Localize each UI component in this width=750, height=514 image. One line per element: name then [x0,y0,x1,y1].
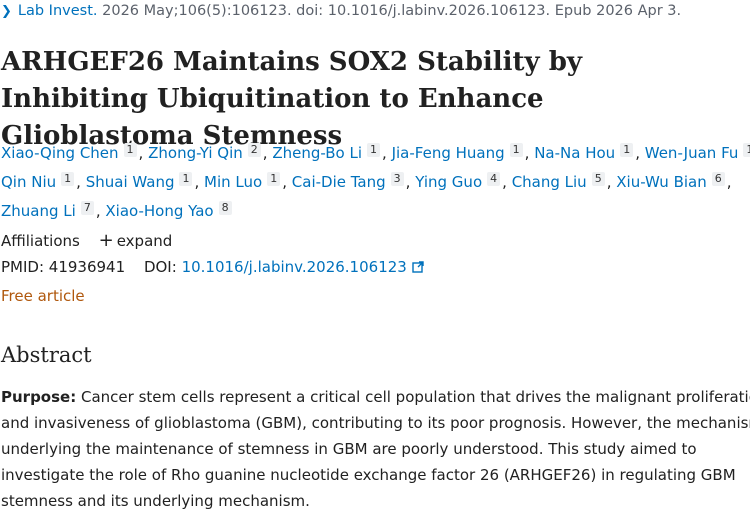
author-name[interactable]: Zheng-Bo Li [272,144,363,162]
expand-text[interactable]: expand [116,232,173,250]
affiliation-number[interactable]: 1 [61,172,75,186]
separator: , [606,173,612,191]
journal-link[interactable]: Lab Invest. [17,3,98,19]
author: Xiu-Wu Bian 6, [616,172,732,191]
author: Cai-Die Tang 3, [291,172,411,191]
affiliations: Affiliations + expand [1,230,172,251]
article-title: ARHGEF26 Maintains SOX2 Stability by Inh… [1,47,582,151]
author: Xiao-Hong Yao 8 [105,201,233,220]
author-name[interactable]: Chang Liu [511,173,587,191]
author: Zheng-Bo Li 1, [272,143,387,162]
doi-label: DOI: [143,258,177,276]
separator: , [194,173,200,191]
affiliation-number[interactable]: 8 [218,201,232,215]
author-name[interactable]: Wen-Juan Fu [644,144,739,162]
doi-link[interactable]: 10.1016/j.labinv.2026.106123 [181,258,407,276]
author-name[interactable]: Jia-Feng Huang [391,144,505,162]
author: Shuai Wang 1, [85,172,200,191]
abstract-text: Purpose: Cancer stem cells represent a c… [1,384,750,514]
separator: , [138,144,144,162]
author-name[interactable]: Qin Niu [1,173,57,191]
author: Chang Liu 5, [511,172,612,191]
author: Min Luo 1, [204,172,287,191]
identifiers: PMID: 41936941 DOI: 10.1016/j.labinv.202… [1,258,424,276]
affiliation-number[interactable]: 1 [267,172,281,186]
author: Zhuang Li 7, [1,201,101,220]
author: Qin Niu 1, [1,172,81,191]
separator: , [524,144,530,162]
author-name[interactable]: Na-Na Hou [534,144,616,162]
separator: , [76,173,81,191]
affiliation-number[interactable]: 4 [487,172,501,186]
purpose-label: Purpose: [1,388,77,406]
citation-details: 2026 May;106(5):106123. doi: 10.1016/j.l… [102,3,682,19]
author-list: Xiao-Qing Chen 1, Zhong-Yi Qin 2, Zheng-Bo… [1,139,750,226]
author-name[interactable]: Ying Guo [415,173,483,191]
citation: ❯ Lab Invest. 2026 May;106(5):106123. doi… [1,3,681,19]
affiliations-label: Affiliations [1,232,80,250]
author-name[interactable]: Xiao-Hong Yao [105,202,214,220]
author: Na-Na Hou 1, [534,143,640,162]
affiliation-number[interactable]: 6 [711,172,725,186]
affiliation-number[interactable]: 1 [509,143,523,157]
author: Zhong-Yi Qin 2, [148,143,268,162]
separator: , [282,173,287,191]
separator: , [726,173,732,191]
author-name[interactable]: Xiao-Qing Chen [1,144,119,162]
page: {"citation": {"journal": "Lab Invest.", … [1,3,750,510]
affiliation-number[interactable]: 5 [591,172,605,186]
separator: , [262,144,268,162]
chevron-icon: ❯ [1,4,12,19]
affiliation-number[interactable]: 1 [179,172,193,186]
author-name[interactable]: Min Luo [204,173,263,191]
author: Jia-Feng Huang 1, [391,143,530,162]
separator: , [382,144,387,162]
free-article: Free article [1,287,85,305]
affiliation-number[interactable]: 1 [743,143,750,157]
pmid: 41936941 [48,258,126,276]
author-name[interactable]: Cai-Die Tang [291,173,386,191]
author-name[interactable]: Zhuang Li [1,202,76,220]
affiliation-number[interactable]: 3 [390,172,404,186]
purpose-text: Cancer stem cells represent a critical c… [1,388,750,510]
pmid-label: PMID: [1,258,45,276]
separator: , [502,173,507,191]
separator: , [635,144,640,162]
affiliation-number[interactable]: 7 [80,201,94,215]
affiliation-number[interactable]: 2 [247,143,261,157]
separator: , [95,202,101,220]
abstract-heading: Abstract [1,343,92,367]
external-link-icon [411,261,424,273]
affiliation-number[interactable]: 1 [367,143,381,157]
affiliation-number[interactable]: 1 [620,143,634,157]
author: Wen-Juan Fu1, [644,143,750,162]
author: Ying Guo 4, [415,172,507,191]
affiliation-number[interactable]: 1 [123,143,137,157]
separator: , [405,173,411,191]
author-name[interactable]: Shuai Wang [85,173,175,191]
author-name[interactable]: Zhong-Yi Qin [148,144,243,162]
author-name[interactable]: Xiu-Wu Bian [616,173,707,191]
author: Xiao-Qing Chen 1, [1,143,144,162]
expand-button[interactable]: + expand [98,230,173,251]
